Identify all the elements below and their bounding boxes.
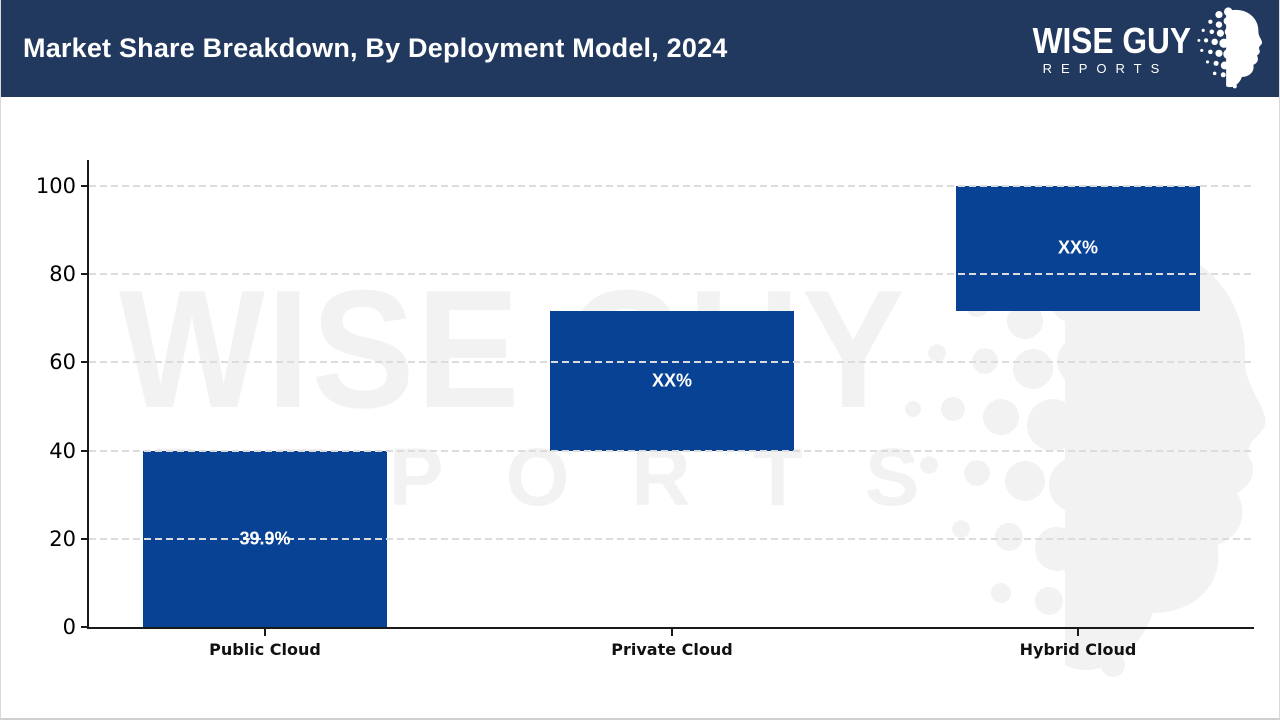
y-tick-mark-0: [81, 626, 89, 628]
page-title: Market Share Breakdown, By Deployment Mo…: [23, 33, 728, 63]
y-tick-mark-20: [81, 537, 89, 540]
x-axis-label-0: Public Cloud: [209, 640, 321, 659]
brand-name: WISE GUY: [1032, 19, 1191, 61]
bar-value-label: XX%: [651, 370, 693, 391]
brand-logo-text: WISE GUY REPORTS: [1011, 19, 1191, 76]
bar-value-label: XX%: [1057, 237, 1099, 258]
x-tick-mark-1: [671, 629, 673, 636]
brand-subtitle: REPORTS: [1042, 60, 1169, 76]
header: Market Share Breakdown, By Deployment Mo…: [1, 0, 1279, 97]
gridline-80: [89, 273, 1254, 276]
y-tick-label-60: 60: [49, 350, 76, 375]
x-tick-mark-0: [264, 629, 266, 636]
y-tick-label-80: 80: [49, 262, 76, 287]
y-tick-mark-40: [81, 449, 89, 452]
plot-region: 0 20 40 60 80 100 39.9% Public Cloud XX% Private …: [1, 97, 1279, 718]
y-tick-mark-60: [81, 361, 89, 364]
gridline-20: [89, 537, 1254, 540]
x-axis-label-1: Private Cloud: [611, 640, 733, 659]
x-axis-line: [87, 627, 1254, 629]
y-axis-line: [87, 160, 89, 629]
brand-face-icon: [1193, 6, 1265, 92]
gridline-60: [89, 361, 1254, 364]
gridline-100: [89, 185, 1254, 187]
y-tick-mark-80: [81, 273, 89, 276]
y-tick-label-0: 0: [62, 615, 76, 639]
gridline-40: [89, 449, 1254, 452]
y-tick-mark-100: [81, 185, 89, 187]
brand-logo: WISE GUY REPORTS: [1011, 6, 1265, 92]
bar-private-cloud: [550, 310, 794, 452]
bar-value-label: 39.9%: [239, 528, 291, 549]
y-tick-label-100: 100: [35, 174, 76, 198]
chart-area: WISE GUY REPORTS 0 20 40 60 80 100 39.9% Public…: [1, 97, 1279, 718]
y-tick-label-40: 40: [49, 438, 76, 463]
y-tick-label-20: 20: [49, 526, 76, 551]
x-tick-mark-2: [1077, 629, 1079, 636]
x-axis-label-2: Hybrid Cloud: [1019, 640, 1137, 659]
